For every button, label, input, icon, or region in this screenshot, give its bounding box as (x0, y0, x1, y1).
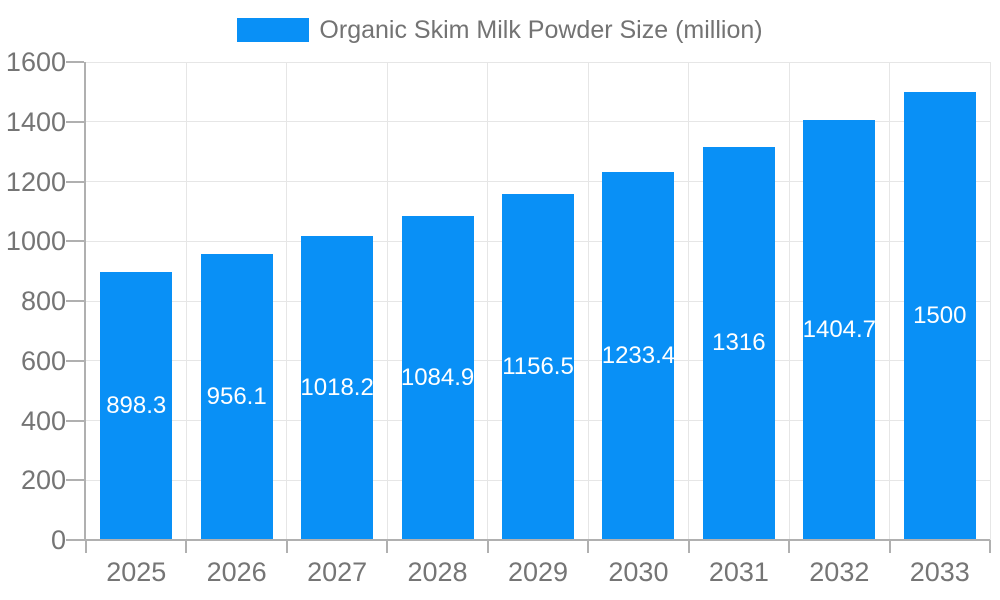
gridline-vertical (889, 62, 891, 540)
bar-2027[interactable]: 1018.2 (300, 235, 374, 540)
bar-2031[interactable]: 1316 (702, 146, 775, 540)
gridline-vertical (989, 62, 991, 540)
bar-value-label: 1500 (913, 301, 967, 329)
x-axis-category-label: 2032 (809, 557, 870, 587)
gridline-vertical (788, 62, 790, 540)
bar-value-label: 1316 (712, 329, 766, 357)
bar-value-label: 1156.5 (502, 353, 574, 381)
y-axis-tick-label: 1600 (5, 47, 66, 77)
bar-value-label: 1404.7 (802, 316, 877, 344)
bar-2026[interactable]: 956.1 (200, 254, 273, 540)
y-axis-tick (66, 61, 84, 63)
x-axis-category-label: 2030 (608, 557, 669, 587)
bar-value-label: 956.1 (206, 383, 267, 411)
y-axis-tick-label: 800 (20, 286, 66, 316)
legend[interactable]: Organic Skim Milk Powder Size (million) (0, 14, 1000, 46)
y-axis-tick (66, 359, 84, 362)
gridline-horizontal (86, 61, 990, 63)
x-axis-tick (888, 540, 891, 553)
plot-area: 0 200 400 600 800 1000 1200 1400 1600 898.3 956.1 1… (6, 47, 991, 587)
x-axis-category-label: 2026 (206, 557, 267, 587)
gridline-horizontal (86, 121, 990, 123)
bar-2025[interactable]: 898.3 (100, 271, 173, 540)
gridline-vertical (286, 62, 288, 540)
bar-value-label: 898.3 (106, 391, 167, 419)
x-axis-category-label: 2027 (307, 557, 368, 587)
y-axis-tick (66, 419, 84, 422)
gridline-vertical (587, 62, 589, 540)
y-axis-tick (66, 479, 84, 482)
bar-2029[interactable]: 1156.5 (502, 194, 574, 540)
y-axis-tick-label: 1200 (5, 166, 66, 197)
y-axis-tick-label: 1400 (5, 106, 66, 137)
y-axis-tick (66, 539, 84, 541)
gridline-horizontal (86, 181, 990, 182)
y-axis-tick (66, 180, 84, 183)
bar-2032[interactable]: 1404.7 (802, 120, 877, 540)
bar-value-label: 1084.9 (400, 363, 475, 391)
y-axis-line (84, 62, 86, 540)
y-axis-tick-label: 1000 (5, 226, 66, 257)
x-axis-category-label: 2033 (909, 557, 970, 587)
x-axis-tick (285, 540, 288, 553)
x-axis-tick (486, 540, 489, 553)
x-axis-tick (85, 540, 87, 553)
legend-swatch (237, 18, 310, 42)
bar-2033[interactable]: 1500 (903, 91, 976, 540)
x-axis-category-label: 2025 (106, 557, 167, 587)
bar-value-label: 1233.4 (601, 341, 676, 369)
x-axis-line (84, 539, 990, 541)
x-axis-tick (788, 540, 791, 553)
y-axis-tick (66, 120, 84, 123)
x-axis-tick (989, 540, 991, 553)
gridline-vertical (386, 62, 388, 540)
x-axis-tick (386, 540, 389, 553)
y-axis-tick (66, 240, 84, 243)
y-axis-tick-label: 600 (20, 345, 66, 376)
gridline-vertical (688, 62, 690, 540)
x-axis-category-label: 2031 (708, 557, 769, 587)
x-axis-category-label: 2028 (407, 557, 468, 587)
bar-2028[interactable]: 1084.9 (400, 215, 475, 540)
x-axis-tick (687, 540, 690, 553)
y-axis-tick (66, 300, 84, 302)
gridline-vertical (185, 62, 187, 540)
bar-2030[interactable]: 1233.4 (601, 171, 676, 540)
x-axis-category-label: 2029 (507, 557, 569, 587)
y-axis-tick-label: 400 (20, 405, 66, 436)
x-axis-tick (185, 540, 188, 553)
legend-label: Organic Skim Milk Powder Size (million) (319, 15, 763, 44)
gridline-vertical (487, 62, 489, 540)
y-axis-tick-label: 200 (20, 465, 66, 496)
y-axis-tick-label: 0 (50, 525, 66, 555)
bar-value-label: 1018.2 (300, 373, 374, 401)
x-axis-tick (587, 540, 590, 553)
